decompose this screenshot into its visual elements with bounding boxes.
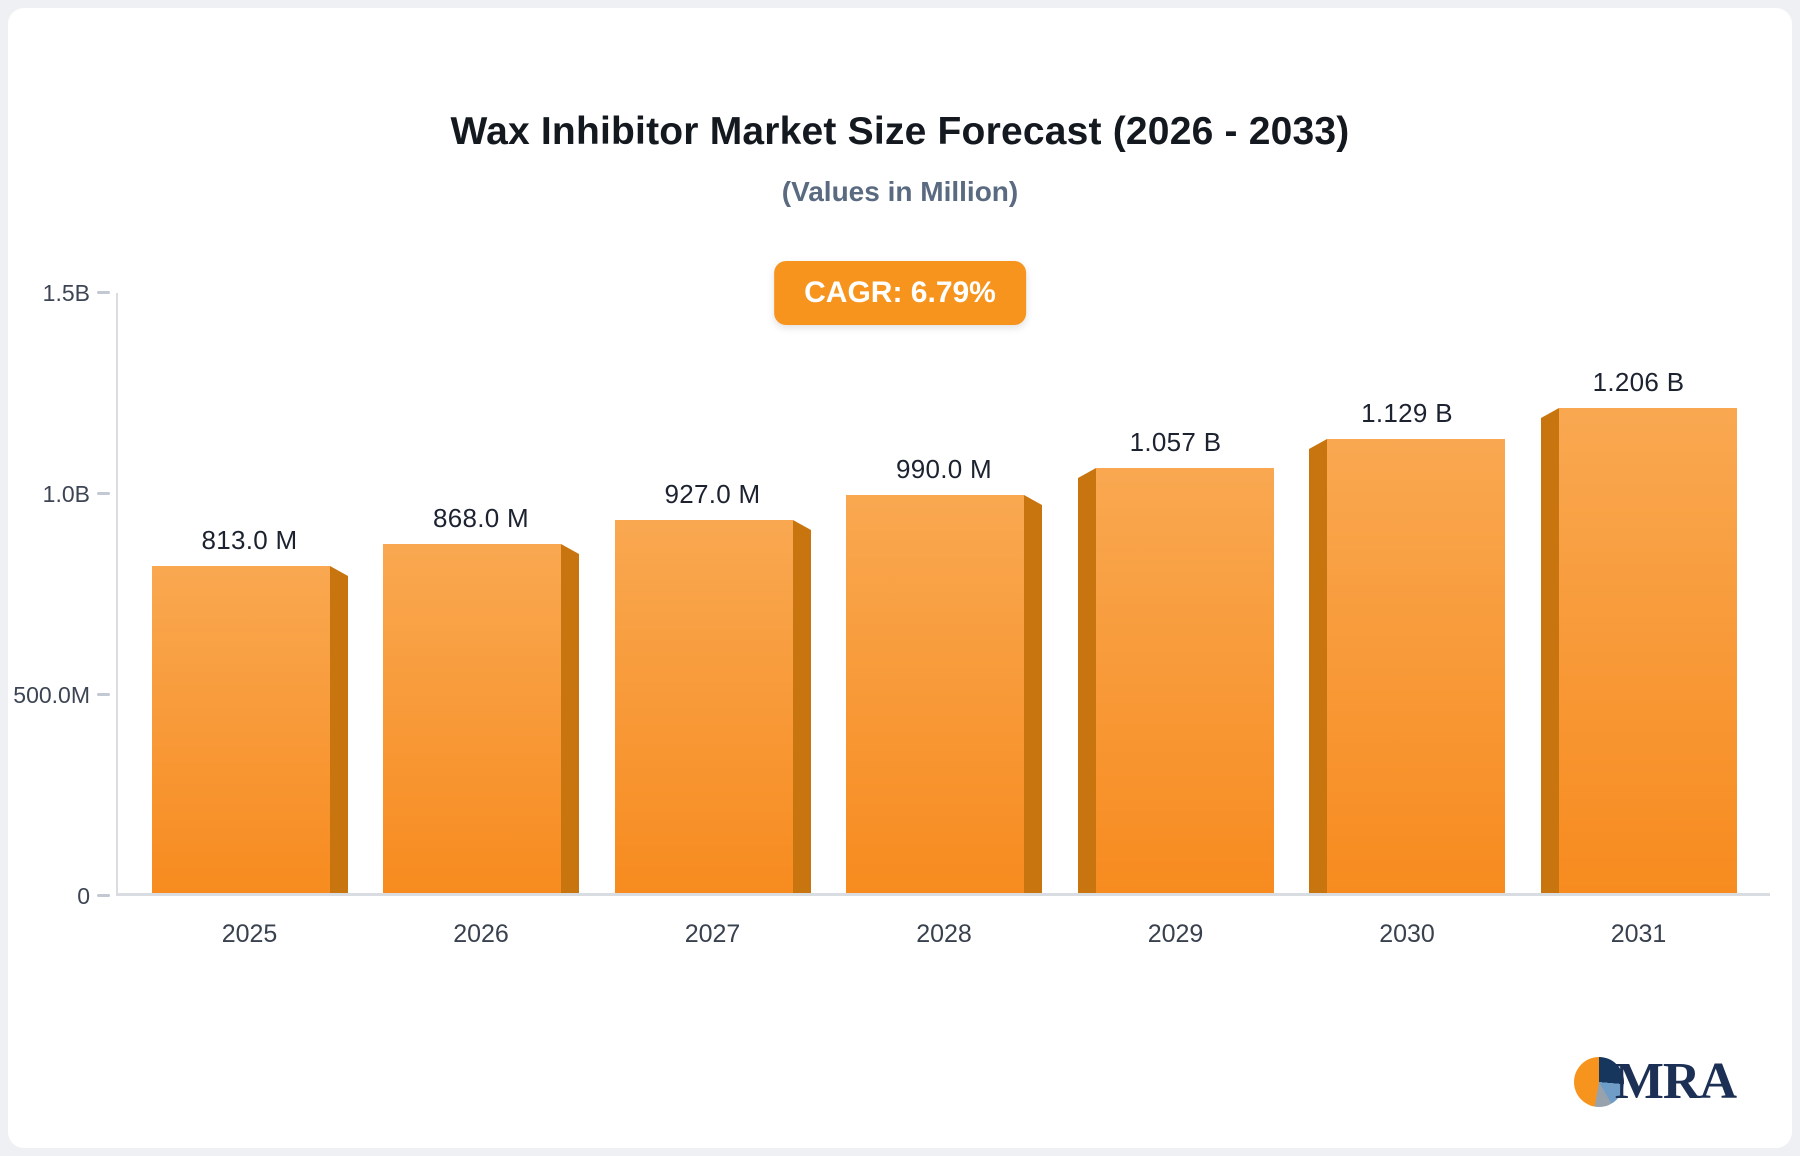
bar-2027 xyxy=(614,520,811,893)
bar-2028 xyxy=(846,495,1042,893)
y-tick-dash xyxy=(97,291,110,294)
bar-face xyxy=(1327,439,1505,893)
y-axis: 1.5B 1.0B 500.0M 0 xyxy=(0,280,112,909)
bar-slot: 990.0 M 2028 xyxy=(844,293,1044,948)
bar-top-slant xyxy=(1540,408,1559,419)
y-tick-dash xyxy=(97,894,110,897)
bar-top-slant xyxy=(561,544,579,555)
brand-logo: MRA xyxy=(1573,1052,1737,1111)
x-tick-label: 2030 xyxy=(1379,920,1435,948)
x-tick-label: 2026 xyxy=(453,920,509,948)
bar-slot: 1.206 B 2031 xyxy=(1539,293,1739,948)
y-tick-label: 0 xyxy=(77,883,90,909)
x-tick-label: 2031 xyxy=(1610,920,1667,948)
bar-face xyxy=(614,520,793,893)
x-tick-label: 2029 xyxy=(1147,920,1204,948)
plot-area: 813.0 M 2025 868.0 M 2026 927.0 M 2027 990.0 M… xyxy=(116,293,1770,948)
bar-side xyxy=(1077,478,1096,893)
bar-slot: 868.0 M 2026 xyxy=(381,293,581,948)
page-subtitle: (Values in Million) xyxy=(781,176,1019,207)
bar-side xyxy=(1309,449,1327,893)
bar-value-label: 990.0 M xyxy=(895,454,993,484)
x-tick-label: 2027 xyxy=(684,920,741,948)
y-tick-label: 1.0B xyxy=(42,481,90,507)
bar-side xyxy=(1024,505,1042,893)
bar-slot: 813.0 M 2025 xyxy=(150,293,350,948)
bar-top-slant xyxy=(1309,439,1327,450)
bar-value-label: 1.129 B xyxy=(1361,398,1453,429)
bar-top-slant xyxy=(792,520,811,531)
bar-side xyxy=(1540,418,1559,893)
y-tick-label: 1.5B xyxy=(42,280,90,306)
bar-slot: 1.129 B 2030 xyxy=(1307,293,1507,948)
logo-pie-icon xyxy=(1573,1056,1624,1107)
y-tick-dash xyxy=(97,693,110,696)
bar-side xyxy=(329,576,348,893)
bar-value-label: 1.206 B xyxy=(1592,367,1685,398)
bar-slot: 927.0 M 2027 xyxy=(613,293,813,948)
page-title: Wax Inhibitor Market Size Forecast (2026… xyxy=(450,110,1350,153)
y-tick-dash xyxy=(97,492,110,495)
bar-value-label: 1.057 B xyxy=(1129,427,1222,458)
bar-value-label: 868.0 M xyxy=(432,503,530,534)
cagr-badge: CAGR: 6.79% xyxy=(774,261,1026,325)
bar-2026 xyxy=(383,544,579,893)
bar-2029 xyxy=(1077,468,1274,893)
bar-face xyxy=(151,566,330,893)
x-tick-label: 2028 xyxy=(916,920,972,948)
bar-value-label: 927.0 M xyxy=(664,479,761,510)
x-tick-label: 2025 xyxy=(221,920,278,948)
bar-value-label: 813.0 M xyxy=(201,525,298,556)
bar-2025 xyxy=(151,566,348,893)
bar-side xyxy=(792,530,811,893)
y-tick-label: 500.0M xyxy=(13,682,90,708)
bar-face xyxy=(383,544,561,893)
bar-side xyxy=(561,554,579,893)
bar-top-slant xyxy=(1077,468,1096,479)
bar-top-slant xyxy=(329,566,348,577)
bar-slot: 1.057 B 2029 xyxy=(1076,293,1276,948)
bar-face xyxy=(846,495,1024,893)
bar-2030 xyxy=(1309,439,1505,893)
bar-face xyxy=(1095,468,1274,893)
bar-top-slant xyxy=(1024,495,1042,505)
logo-text: MRA xyxy=(1614,1053,1737,1110)
bar-2031 xyxy=(1540,408,1737,893)
bar-face xyxy=(1558,408,1737,893)
